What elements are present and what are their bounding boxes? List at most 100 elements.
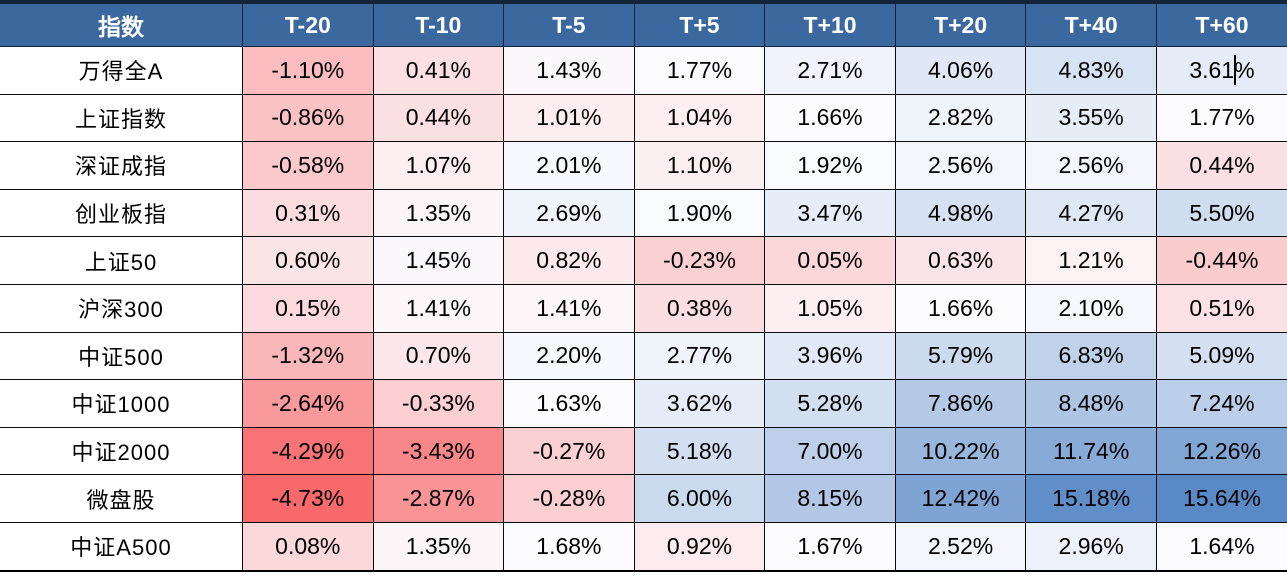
value-cell[interactable]: 4.83% [1025,46,1157,95]
value-cell[interactable]: 0.63% [894,236,1027,285]
value-cell[interactable]: 11.74% [1025,426,1157,476]
value-cell[interactable]: 1.41% [372,283,505,333]
row-label-cell[interactable]: 上证50 [0,236,243,285]
row-label-cell[interactable]: 中证1000 [0,379,243,428]
value-cell[interactable]: 3.47% [764,188,896,238]
column-header-cell[interactable]: T-20 [242,0,374,47]
value-cell[interactable]: 2.52% [894,521,1027,572]
value-cell[interactable]: -1.32% [242,331,374,381]
column-header-cell[interactable]: T-10 [372,0,505,47]
value-cell[interactable]: 1.41% [503,283,635,333]
value-cell[interactable]: 0.08% [242,521,374,572]
value-cell[interactable]: 1.66% [764,93,896,143]
value-cell[interactable]: 6.00% [633,474,766,523]
value-cell[interactable]: 3.55% [1025,93,1157,143]
value-cell[interactable]: 1.67% [764,521,896,572]
value-cell[interactable]: 1.92% [764,141,896,190]
row-label-cell[interactable]: 深证成指 [0,141,243,190]
value-cell[interactable]: 2.56% [1025,141,1157,190]
value-cell[interactable]: 12.42% [894,474,1027,523]
column-header-cell[interactable]: T-5 [503,0,635,47]
value-cell[interactable]: -3.43% [372,426,505,476]
value-cell[interactable]: 1.21% [1025,236,1157,285]
value-cell[interactable]: 0.60% [242,236,374,285]
value-cell[interactable]: 1.68% [503,521,635,572]
value-cell[interactable]: 5.28% [764,379,896,428]
value-cell[interactable]: 1.43% [503,46,635,95]
value-cell[interactable]: 8.15% [764,474,896,523]
value-cell[interactable]: 0.51% [1155,283,1287,333]
value-cell[interactable]: 15.64% [1155,474,1287,523]
value-cell[interactable]: 2.96% [1025,521,1157,572]
value-cell[interactable]: 6.83% [1025,331,1157,381]
value-cell[interactable]: 2.20% [503,331,635,381]
row-label-cell[interactable]: 沪深300 [0,283,243,333]
value-cell[interactable]: -0.27% [503,426,635,476]
value-cell[interactable]: 1.35% [372,188,505,238]
value-cell[interactable]: 0.41% [372,46,505,95]
column-header-cell[interactable]: T+60 [1155,0,1287,47]
value-cell[interactable]: 12.26% [1155,426,1287,476]
value-cell[interactable]: 0.15% [242,283,374,333]
value-cell[interactable]: 15.18% [1025,474,1157,523]
value-cell[interactable]: 1.77% [633,46,766,95]
value-cell[interactable]: 5.79% [894,331,1027,381]
value-cell[interactable]: -0.28% [503,474,635,523]
value-cell[interactable]: 1.05% [764,283,896,333]
value-cell[interactable]: 5.09% [1155,331,1287,381]
corner-header-cell[interactable]: 指数 [0,0,243,47]
value-cell[interactable]: 2.56% [894,141,1027,190]
row-label-cell[interactable]: 中证500 [0,331,243,381]
value-cell[interactable]: 5.18% [633,426,766,476]
row-label-cell[interactable]: 中证A500 [0,521,243,572]
value-cell[interactable]: -2.87% [372,474,505,523]
value-cell[interactable]: 0.92% [633,521,766,572]
value-cell[interactable]: 7.00% [764,426,896,476]
value-cell[interactable]: -2.64% [242,379,374,428]
value-cell[interactable]: 1.35% [372,521,505,572]
value-cell[interactable]: 1.10% [633,141,766,190]
row-label-cell[interactable]: 万得全A [0,46,243,95]
value-cell[interactable]: 5.50% [1155,188,1287,238]
value-cell[interactable]: -0.33% [372,379,505,428]
value-cell[interactable]: 8.48% [1025,379,1157,428]
value-cell[interactable]: 3.61% [1155,46,1287,95]
value-cell[interactable]: 4.98% [894,188,1027,238]
value-cell[interactable]: 4.06% [894,46,1027,95]
value-cell[interactable]: 1.77% [1155,93,1287,143]
value-cell[interactable]: 1.07% [372,141,505,190]
value-cell[interactable]: 2.01% [503,141,635,190]
value-cell[interactable]: 1.63% [503,379,635,428]
column-header-cell[interactable]: T+40 [1025,0,1157,47]
value-cell[interactable]: 2.77% [633,331,766,381]
value-cell[interactable]: 0.44% [372,93,505,143]
value-cell[interactable]: 7.24% [1155,379,1287,428]
value-cell[interactable]: 2.10% [1025,283,1157,333]
value-cell[interactable]: 2.69% [503,188,635,238]
value-cell[interactable]: 7.86% [894,379,1027,428]
row-label-cell[interactable]: 中证2000 [0,426,243,476]
row-label-cell[interactable]: 微盘股 [0,474,243,523]
value-cell[interactable]: 0.44% [1155,141,1287,190]
value-cell[interactable]: -0.86% [242,93,374,143]
row-label-cell[interactable]: 上证指数 [0,93,243,143]
value-cell[interactable]: 10.22% [894,426,1027,476]
value-cell[interactable]: 2.71% [764,46,896,95]
value-cell[interactable]: -0.44% [1155,236,1287,285]
column-header-cell[interactable]: T+5 [633,0,766,47]
value-cell[interactable]: 1.04% [633,93,766,143]
value-cell[interactable]: 4.27% [1025,188,1157,238]
value-cell[interactable]: 1.45% [372,236,505,285]
value-cell[interactable]: 0.05% [764,236,896,285]
value-cell[interactable]: 1.90% [633,188,766,238]
value-cell[interactable]: -1.10% [242,46,374,95]
value-cell[interactable]: 0.82% [503,236,635,285]
value-cell[interactable]: -0.23% [633,236,766,285]
value-cell[interactable]: 0.38% [633,283,766,333]
value-cell[interactable]: 1.64% [1155,521,1287,572]
value-cell[interactable]: 1.66% [894,283,1027,333]
value-cell[interactable]: -4.73% [242,474,374,523]
value-cell[interactable]: 1.01% [503,93,635,143]
column-header-cell[interactable]: T+20 [894,0,1027,47]
column-header-cell[interactable]: T+10 [764,0,896,47]
